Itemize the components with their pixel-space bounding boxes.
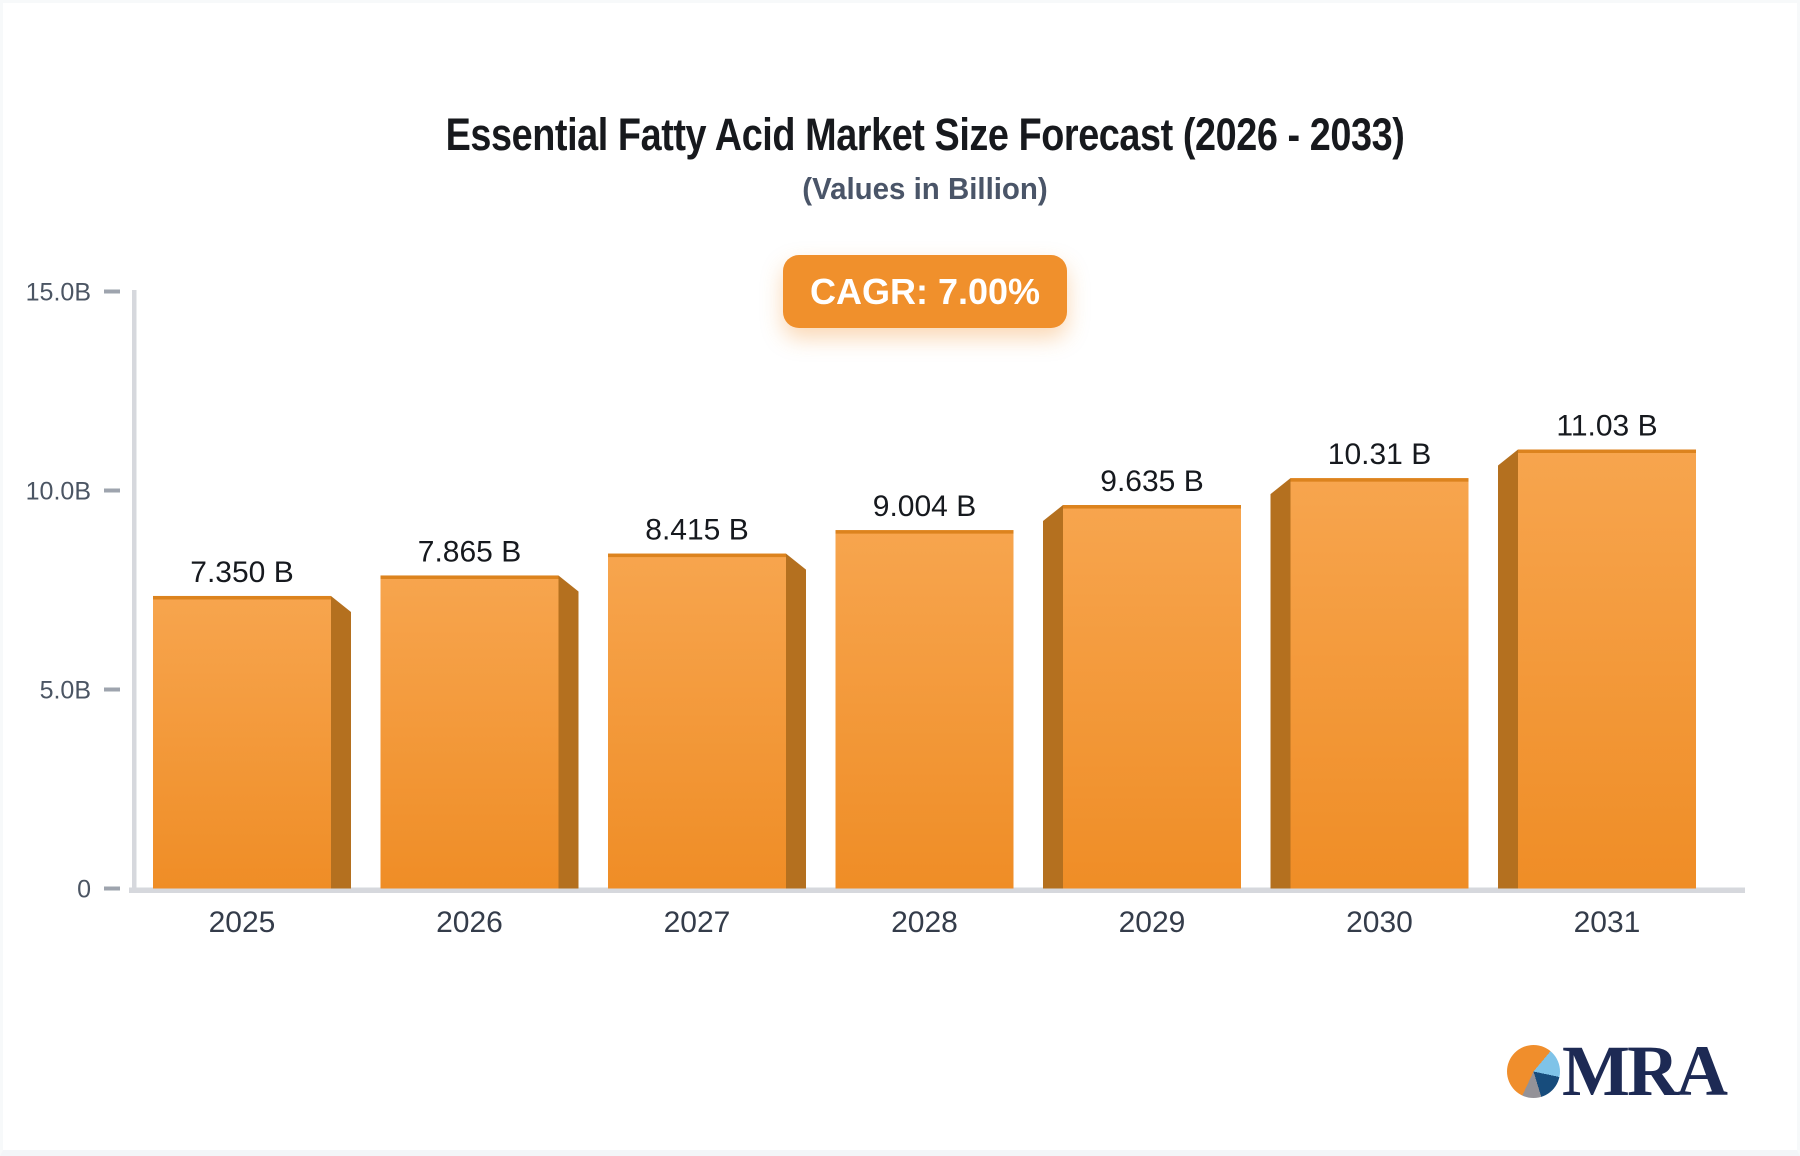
bar-2029 — [1063, 505, 1241, 889]
chart-title: Essential Fatty Acid Market Size Forecas… — [445, 109, 1405, 160]
value-label-2027: 8.415 B — [645, 514, 748, 547]
value-label-2029: 9.635 B — [1100, 465, 1203, 498]
value-label-2026: 7.865 B — [418, 535, 521, 568]
value-label-2031: 11.03 B — [1556, 410, 1657, 443]
x-tick-label-2027: 2027 — [664, 906, 731, 939]
bar-top-edge-2026 — [380, 575, 559, 579]
y-tick-dash-15.0B — [104, 289, 120, 294]
labels: 7.350 B 2025 7.865 B 2026 8.415 B 2027 9.004 B… — [190, 410, 1657, 939]
x-tick-label-2031: 2031 — [1574, 906, 1641, 939]
x-tick-label-2028: 2028 — [891, 906, 958, 939]
cagr-badge: CAGR: 7.00% — [782, 255, 1068, 328]
bar-top-edge-2031 — [1518, 449, 1696, 454]
y-tick-dash-5.0B — [104, 687, 120, 692]
bars — [153, 449, 1696, 889]
pie-chart-logo-icon — [1507, 1044, 1560, 1098]
cagr-badge-row: CAGR: 7.00% — [53, 255, 1797, 328]
bar-side-2026 — [558, 575, 579, 889]
bar-top-edge-2028 — [835, 530, 1014, 534]
y-tick-label-0: 0 — [77, 876, 91, 904]
bar-side-2027 — [786, 553, 806, 889]
bar-top-edge-2030 — [1290, 478, 1469, 482]
bar-chart: 15.0B 10.0B 5.0B 0 7.350 B 2025 7.865 B 2026 8.… — [26, 279, 1745, 939]
bar-2028 — [835, 530, 1014, 889]
chart-subtitle: (Values in Billion) — [802, 171, 1048, 206]
bar-2031 — [1518, 449, 1696, 889]
y-tick-dash-0 — [104, 886, 120, 891]
value-label-2028: 9.004 B — [873, 490, 976, 523]
bar-side-2030 — [1270, 478, 1291, 889]
brand-logo-text: MRA — [1562, 1031, 1728, 1111]
bar-2026 — [380, 575, 559, 889]
y-tick-label-5.0B: 5.0B — [40, 677, 91, 705]
y-axis-line — [132, 290, 137, 891]
brand-logo: MRA — [1507, 1031, 1728, 1111]
bar-side-2031 — [1498, 449, 1518, 889]
bar-2025 — [153, 595, 331, 889]
value-label-2030: 10.31 B — [1328, 438, 1431, 471]
y-tick-dash-10.0B — [104, 488, 120, 493]
x-axis-line — [129, 887, 1745, 893]
bar-2030 — [1290, 478, 1469, 889]
x-tick-label-2025: 2025 — [209, 906, 276, 939]
value-label-2025: 7.350 B — [190, 556, 293, 589]
bar-top-edge-2027 — [608, 553, 786, 558]
x-tick-label-2030: 2030 — [1346, 906, 1413, 939]
bar-top-edge-2029 — [1063, 505, 1241, 509]
y-tick-label-15.0B: 15.0B — [26, 279, 91, 307]
x-tick-label-2029: 2029 — [1119, 906, 1186, 939]
axes: 15.0B 10.0B 5.0B 0 — [26, 279, 1745, 904]
bar-side-2025 — [331, 595, 351, 889]
bar-side-2029 — [1043, 505, 1063, 889]
bar-top-edge-2025 — [153, 595, 331, 600]
x-tick-label-2026: 2026 — [436, 906, 503, 939]
bar-2027 — [608, 553, 786, 889]
y-tick-label-10.0B: 10.0B — [26, 478, 91, 506]
